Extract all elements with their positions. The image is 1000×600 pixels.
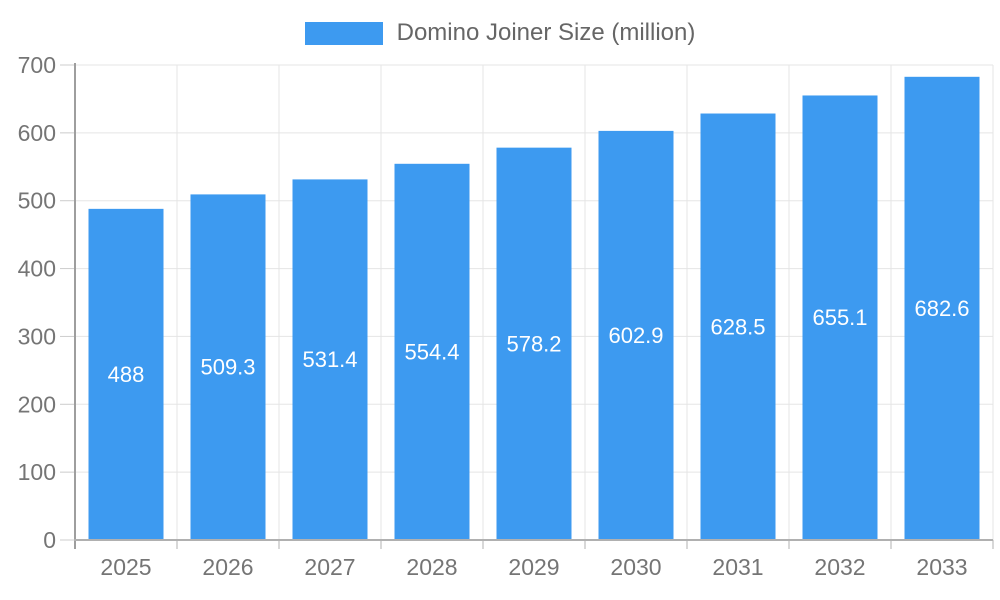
bar-value-label: 554.4	[404, 339, 459, 364]
legend: Domino Joiner Size (million)	[0, 19, 1000, 47]
x-axis-tick-label: 2030	[610, 554, 661, 580]
y-axis-tick-label: 400	[18, 256, 56, 282]
x-axis-tick-label: 2031	[712, 554, 763, 580]
legend-item[interactable]: Domino Joiner Size (million)	[304, 19, 696, 47]
y-axis-tick-label: 100	[18, 459, 56, 485]
bar-value-label: 509.3	[200, 355, 255, 380]
bar	[700, 113, 776, 541]
bar-value-label: 578.2	[506, 331, 561, 356]
y-axis-tick-label: 200	[18, 391, 56, 417]
bar-value-label: 655.1	[812, 305, 867, 330]
y-axis-tick-label: 700	[18, 52, 56, 78]
x-axis-tick-label: 2028	[406, 554, 457, 580]
x-axis-tick-label: 2032	[814, 554, 865, 580]
y-axis-tick-label: 500	[18, 188, 56, 214]
legend-swatch-icon	[304, 21, 383, 45]
bar-value-label: 682.6	[914, 296, 969, 321]
bar-value-label: 602.9	[608, 323, 663, 348]
bar	[292, 179, 368, 540]
y-axis-tick-label: 600	[18, 120, 56, 146]
bar	[598, 130, 674, 540]
bar-value-label: 488	[108, 362, 145, 387]
y-axis-tick-label: 300	[18, 323, 56, 349]
legend-label: Domino Joiner Size (million)	[396, 19, 696, 46]
bar	[190, 194, 266, 540]
bar	[904, 76, 980, 541]
bar	[88, 208, 164, 540]
x-axis-tick-label: 2026	[202, 554, 253, 580]
bar-value-label: 531.4	[302, 347, 357, 372]
x-axis-tick-label: 2025	[100, 554, 151, 580]
x-axis-tick-label: 2029	[508, 554, 559, 580]
x-axis-tick-label: 2033	[916, 554, 967, 580]
y-axis-tick-label: 0	[43, 527, 56, 553]
bar	[802, 95, 878, 540]
bar	[496, 147, 572, 540]
bar	[394, 163, 470, 541]
bar-value-label: 628.5	[710, 314, 765, 339]
x-axis-tick-label: 2027	[304, 554, 355, 580]
